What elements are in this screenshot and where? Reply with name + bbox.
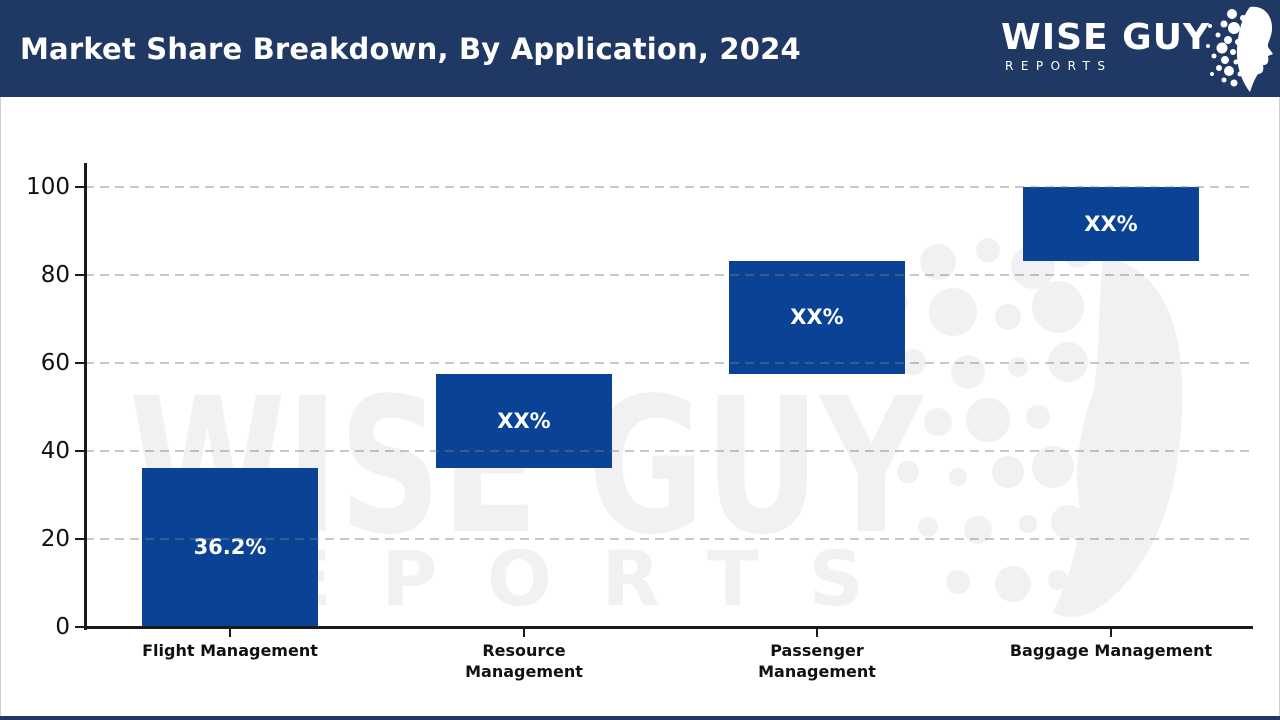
gridline bbox=[85, 362, 1253, 364]
x-axis bbox=[84, 626, 1253, 629]
x-tick-label: Baggage Management bbox=[1009, 641, 1213, 660]
x-tick-label: Flight Management bbox=[142, 641, 318, 660]
x-tick bbox=[523, 629, 525, 637]
gridline bbox=[85, 538, 1253, 540]
gridline bbox=[85, 274, 1253, 276]
bar: XX% bbox=[729, 260, 905, 374]
header-bar: Market Share Breakdown, By Application, … bbox=[0, 0, 1280, 97]
y-tick-label: 40 bbox=[40, 438, 70, 464]
bar-value-label: 36.2% bbox=[193, 535, 267, 560]
bar-value-label: XX% bbox=[1084, 211, 1138, 236]
bar: 36.2% bbox=[142, 467, 318, 627]
bar: XX% bbox=[1023, 187, 1199, 261]
brand-subtitle: REPORTS bbox=[1004, 59, 1113, 73]
y-tick-label: 60 bbox=[40, 350, 70, 376]
gridline bbox=[85, 186, 1253, 188]
y-axis bbox=[84, 163, 87, 630]
footer-strip bbox=[0, 716, 1280, 720]
y-tick bbox=[75, 186, 84, 188]
y-tick bbox=[75, 626, 84, 628]
bar-value-label: XX% bbox=[497, 408, 551, 433]
x-tick-label: Resource Management bbox=[465, 641, 583, 681]
y-tick-label: 20 bbox=[40, 526, 70, 552]
bar-value-label: XX% bbox=[790, 305, 844, 330]
brand-logo: WISE GUY REPORTS bbox=[1000, 17, 1210, 74]
y-tick-label: 100 bbox=[26, 174, 70, 200]
x-tick-label: Passenger Management bbox=[758, 641, 876, 681]
bar: XX% bbox=[436, 373, 612, 468]
x-tick bbox=[229, 629, 231, 637]
page-title: Market Share Breakdown, By Application, … bbox=[20, 31, 801, 66]
brand-title: WISE GUY bbox=[1000, 17, 1210, 58]
brand-face-icon bbox=[1206, 6, 1273, 92]
x-tick bbox=[816, 629, 818, 637]
y-tick bbox=[75, 538, 84, 540]
y-tick bbox=[75, 362, 84, 364]
gridline bbox=[85, 450, 1253, 452]
y-tick bbox=[75, 274, 84, 276]
x-tick bbox=[1110, 629, 1112, 637]
y-tick bbox=[75, 450, 84, 452]
y-tick-label: 80 bbox=[40, 262, 70, 288]
y-tick-label: 0 bbox=[55, 614, 70, 640]
